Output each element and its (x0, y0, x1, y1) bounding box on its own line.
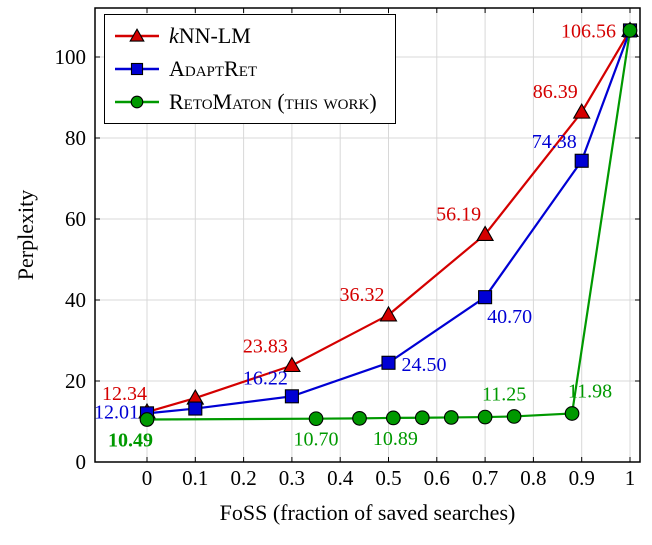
point-label: 40.70 (487, 306, 532, 328)
circle-marker-icon (477, 409, 493, 425)
circle-marker-icon (115, 95, 159, 109)
legend-label: kNN-LM (169, 23, 251, 48)
triangle-marker-icon (572, 103, 591, 119)
square-marker-icon (381, 355, 396, 370)
square-marker-icon (130, 62, 144, 76)
x-tick-label: 0 (142, 466, 153, 490)
x-tick-label: 0.7 (472, 466, 498, 490)
series-line (146, 30, 632, 421)
circle-marker-icon (506, 409, 522, 424)
square-marker-icon (284, 389, 299, 404)
point-label: 12.34 (102, 383, 147, 405)
y-tick-label: 40 (65, 288, 86, 312)
circle-marker-icon (622, 23, 638, 38)
circle-marker-icon (130, 95, 144, 109)
point-label: 11.98 (568, 380, 612, 402)
y-tick-label: 60 (65, 207, 86, 231)
point-label: 12.01 (94, 401, 139, 423)
point-label: 11.25 (482, 383, 526, 405)
circle-marker-icon (414, 410, 430, 426)
axis-ticks (95, 8, 640, 463)
x-tick-label: 1 (625, 466, 636, 490)
triangle-marker-icon (282, 356, 301, 373)
point-label: 74.38 (532, 131, 577, 153)
legend-entry-retomaton: RetoMaton (this work) (114, 86, 377, 118)
legend-entry-knn-lm: kNN-LM (114, 20, 377, 52)
point-label: 86.39 (533, 81, 578, 103)
point-label: 24.50 (402, 354, 447, 376)
point-label: 36.32 (340, 284, 385, 306)
x-axis-label: FoSS (fraction of saved searches) (219, 500, 516, 525)
triangle-marker-icon (476, 225, 495, 241)
x-tick-label: 0.2 (230, 466, 256, 490)
square-marker-icon (188, 401, 203, 416)
legend-label: AdaptRet (169, 56, 258, 81)
legend-label: RetoMaton (this work) (169, 89, 377, 114)
x-tick-label: 0.1 (182, 466, 208, 490)
y-tick-label: 0 (76, 450, 87, 474)
y-tick-label: 100 (55, 45, 87, 69)
point-label: 10.49 (108, 430, 153, 452)
plot-frame (94, 7, 641, 463)
point-label: 16.22 (243, 367, 288, 389)
x-tick-label: 0.8 (520, 466, 546, 490)
circle-marker-icon (139, 412, 155, 427)
x-tick-label: 0.3 (279, 466, 305, 490)
y-tick-label: 80 (65, 126, 86, 150)
circle-marker-icon (564, 406, 580, 421)
point-label: 10.70 (294, 429, 339, 451)
circle-marker-icon (308, 411, 324, 427)
x-tick-label: 0.6 (424, 466, 450, 490)
y-axis-label: Perplexity (13, 189, 38, 281)
point-label: 106.56 (561, 20, 616, 42)
square-marker-icon (478, 290, 493, 305)
triangle-marker-icon (379, 305, 398, 322)
legend: kNN-LM AdaptRet RetoMaton (this work) (104, 14, 396, 124)
triangle-marker-icon (115, 28, 159, 42)
point-label: 23.83 (243, 335, 288, 357)
point-label: 10.89 (373, 428, 418, 450)
circle-marker-icon (385, 410, 401, 426)
square-marker-icon (115, 62, 159, 76)
legend-entry-adaptret: AdaptRet (114, 53, 377, 85)
x-tick-label: 0.5 (375, 466, 401, 490)
y-tick-label: 20 (65, 369, 86, 393)
circle-marker-icon (352, 410, 367, 426)
x-tick-label: 0.9 (569, 466, 595, 490)
triangle-marker-icon (129, 28, 145, 42)
x-tick-label: 0.4 (327, 466, 354, 490)
series-retomaton (139, 23, 638, 427)
circle-marker-icon (443, 410, 459, 425)
point-label: 56.19 (436, 203, 481, 225)
square-marker-icon (574, 153, 589, 168)
